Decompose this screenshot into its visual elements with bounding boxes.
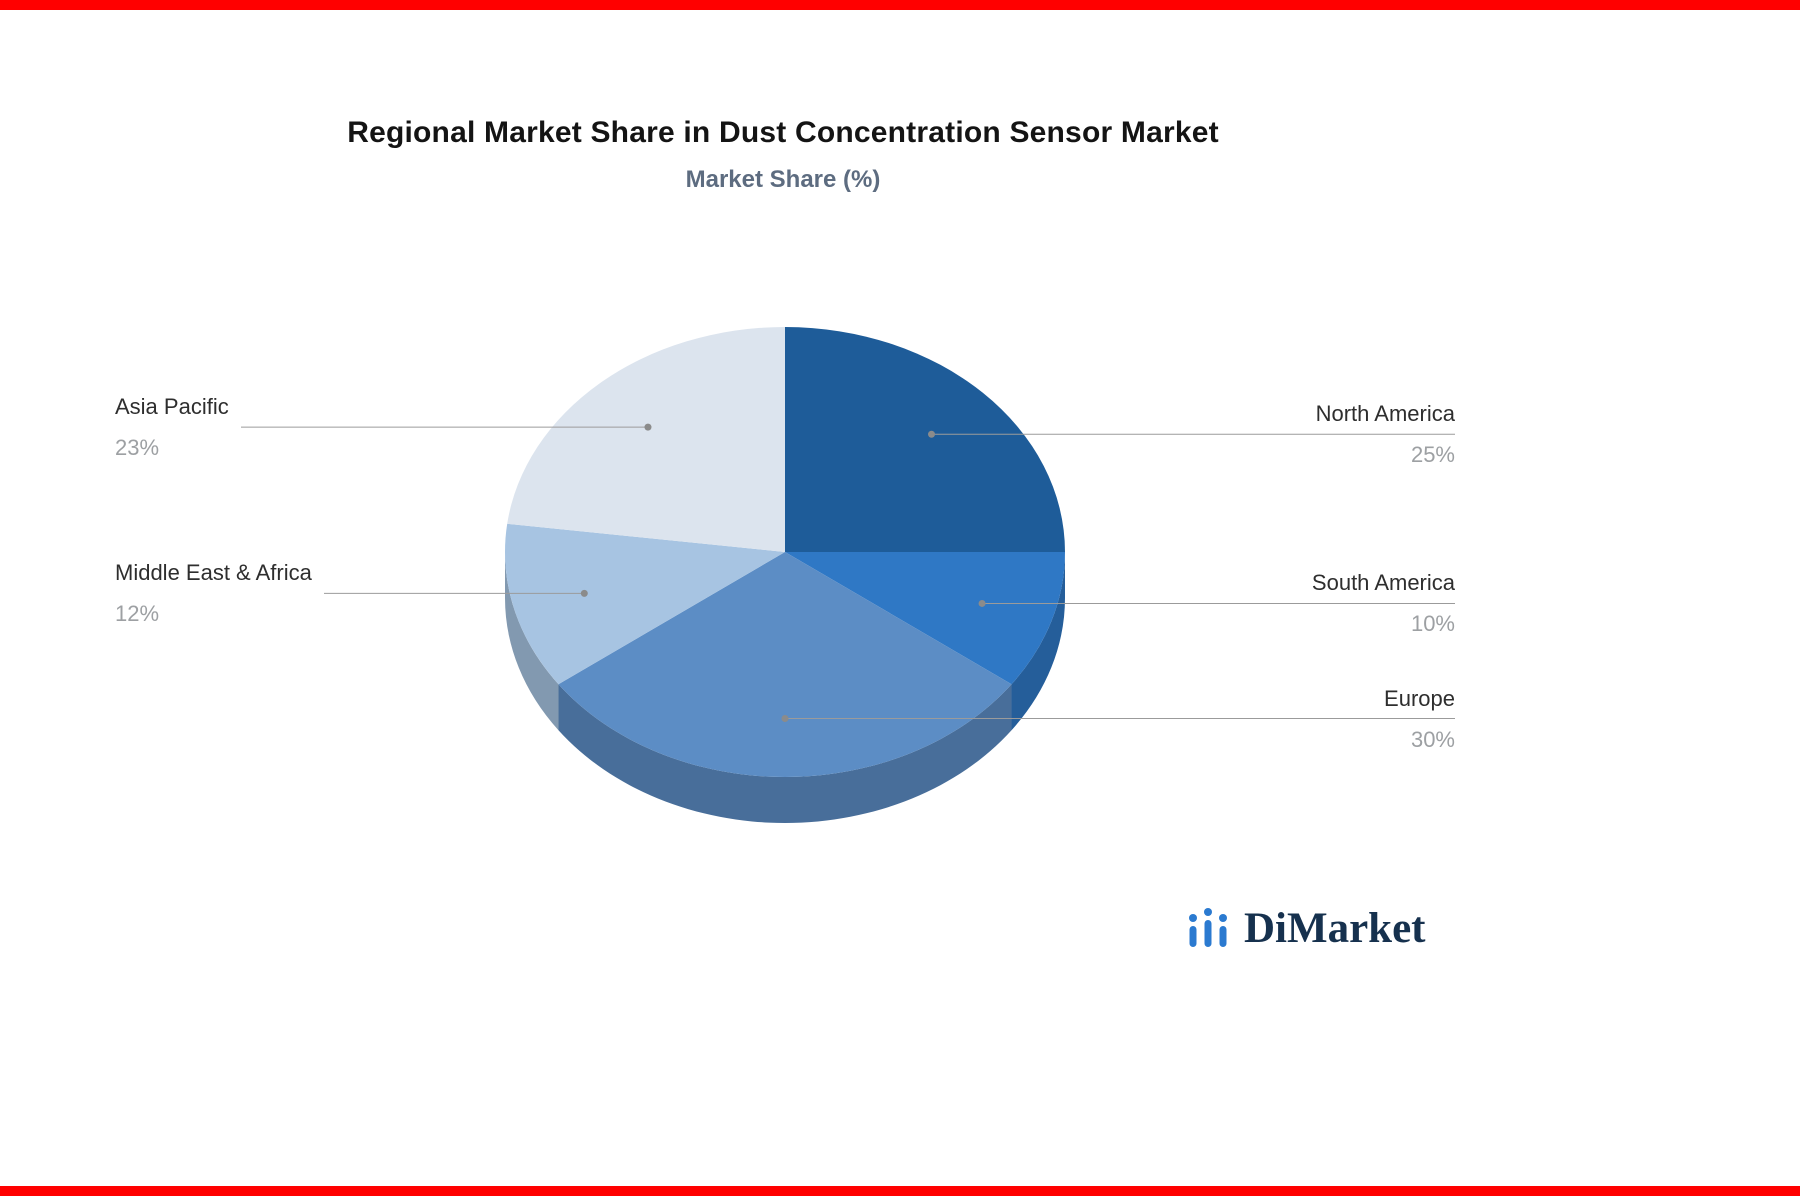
pie-slice-side bbox=[505, 552, 559, 731]
top-border-bar bbox=[0, 0, 1800, 10]
bar-chart-icon bbox=[1189, 908, 1227, 947]
pie-slice-side bbox=[1011, 552, 1065, 731]
bottom-border-bar bbox=[0, 1186, 1800, 1196]
pie-slice-europe[interactable] bbox=[558, 552, 1012, 778]
pie-slice-north-america[interactable] bbox=[785, 327, 1065, 552]
callout-dot bbox=[580, 589, 588, 597]
pie-slice-asia-pacific[interactable] bbox=[507, 327, 785, 552]
brand-name: DiMarket bbox=[1244, 904, 1426, 952]
chart-subtitle: Market Share (%) bbox=[685, 166, 881, 193]
callout-dot bbox=[928, 430, 936, 438]
pie-slice-side bbox=[558, 684, 1012, 824]
chart-title: Regional Market Share in Dust Concentrat… bbox=[347, 116, 1219, 149]
pie-slice-middle-east-africa[interactable] bbox=[504, 523, 785, 685]
callout-dot bbox=[978, 599, 986, 607]
brand-logo: DiMarket bbox=[1185, 906, 1426, 950]
pie-slice-south-america[interactable] bbox=[785, 552, 1065, 685]
callout-dot bbox=[644, 423, 652, 431]
callout-dot bbox=[781, 715, 789, 722]
